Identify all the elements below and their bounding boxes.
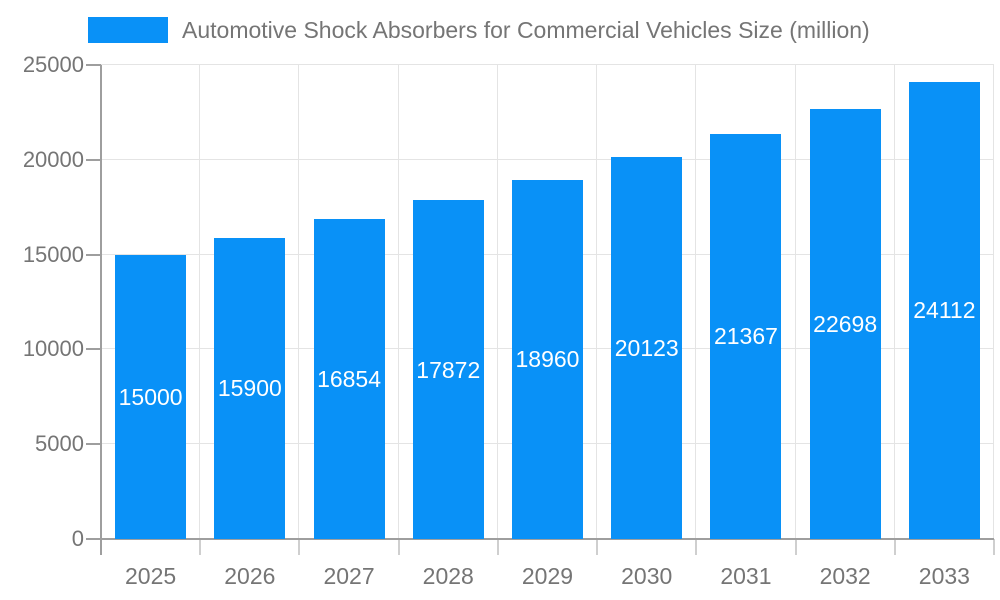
x-gridline bbox=[199, 65, 201, 539]
y-axis-label: 10000 bbox=[22, 336, 84, 362]
x-axis-label: 2033 bbox=[918, 563, 970, 589]
y-axis-line bbox=[100, 65, 102, 555]
bar-value-label: 16854 bbox=[317, 366, 382, 393]
bar[interactable] bbox=[809, 108, 881, 539]
x-gridline bbox=[496, 65, 498, 539]
bar-value-label: 17872 bbox=[416, 356, 481, 383]
x-gridline bbox=[893, 65, 895, 539]
bar[interactable] bbox=[115, 254, 187, 539]
bar-value-label: 18960 bbox=[515, 346, 580, 373]
x-axis-label: 2030 bbox=[621, 563, 673, 589]
x-gridline bbox=[298, 65, 300, 539]
bar-value-label: 20123 bbox=[614, 335, 679, 362]
bar-value-label: 15000 bbox=[118, 383, 183, 410]
x-axis-tick bbox=[695, 539, 698, 555]
y-axis-tick bbox=[86, 64, 101, 66]
bar[interactable] bbox=[611, 157, 683, 539]
bar[interactable] bbox=[412, 200, 484, 539]
x-axis-label: 2026 bbox=[224, 563, 276, 589]
y-axis-tick bbox=[86, 158, 101, 161]
x-axis-tick bbox=[199, 539, 202, 555]
y-axis-label: 25000 bbox=[22, 52, 84, 77]
bar[interactable] bbox=[710, 133, 782, 539]
y-axis-label: 5000 bbox=[35, 431, 84, 457]
x-axis-line bbox=[100, 538, 994, 540]
y-axis-label: 0 bbox=[71, 526, 84, 551]
bar[interactable] bbox=[214, 237, 286, 539]
y-axis-tick bbox=[86, 443, 101, 446]
x-gridline bbox=[596, 65, 598, 539]
legend-label: Automotive Shock Absorbers for Commercia… bbox=[182, 17, 870, 43]
y-axis-tick bbox=[86, 253, 101, 256]
x-axis-tick bbox=[298, 539, 301, 555]
x-axis-label: 2027 bbox=[323, 563, 375, 589]
bar-value-label: 22698 bbox=[813, 310, 878, 337]
x-gridline bbox=[794, 65, 796, 539]
y-axis-tick bbox=[86, 538, 101, 540]
bar-value-label: 15900 bbox=[217, 375, 282, 402]
x-gridline bbox=[397, 65, 399, 539]
x-axis-tick bbox=[893, 539, 896, 555]
x-axis-tick bbox=[496, 539, 499, 555]
x-gridline bbox=[695, 65, 697, 539]
x-axis-label: 2029 bbox=[521, 563, 574, 589]
x-axis-tick bbox=[596, 539, 599, 555]
x-axis-label: 2032 bbox=[819, 563, 871, 589]
x-axis-label: 2025 bbox=[125, 563, 177, 589]
y-gridline bbox=[101, 158, 994, 160]
y-axis-tick bbox=[86, 348, 101, 351]
x-axis-tick bbox=[794, 539, 797, 555]
bar[interactable] bbox=[313, 219, 385, 539]
legend-swatch bbox=[88, 17, 168, 43]
bar-value-label: 21367 bbox=[713, 323, 778, 350]
y-gridline bbox=[101, 64, 994, 65]
x-axis-tick bbox=[993, 539, 995, 555]
bar[interactable] bbox=[512, 179, 583, 539]
y-axis-label: 20000 bbox=[22, 146, 84, 172]
x-gridline bbox=[993, 65, 994, 539]
x-axis-tick bbox=[397, 539, 400, 555]
y-axis-label: 15000 bbox=[22, 241, 84, 267]
bar-value-label: 24112 bbox=[913, 297, 976, 324]
x-axis-label: 2031 bbox=[720, 563, 772, 589]
x-axis-label: 2028 bbox=[422, 563, 474, 589]
chart-legend[interactable]: Automotive Shock Absorbers for Commercia… bbox=[88, 17, 870, 43]
bar[interactable] bbox=[908, 81, 980, 539]
